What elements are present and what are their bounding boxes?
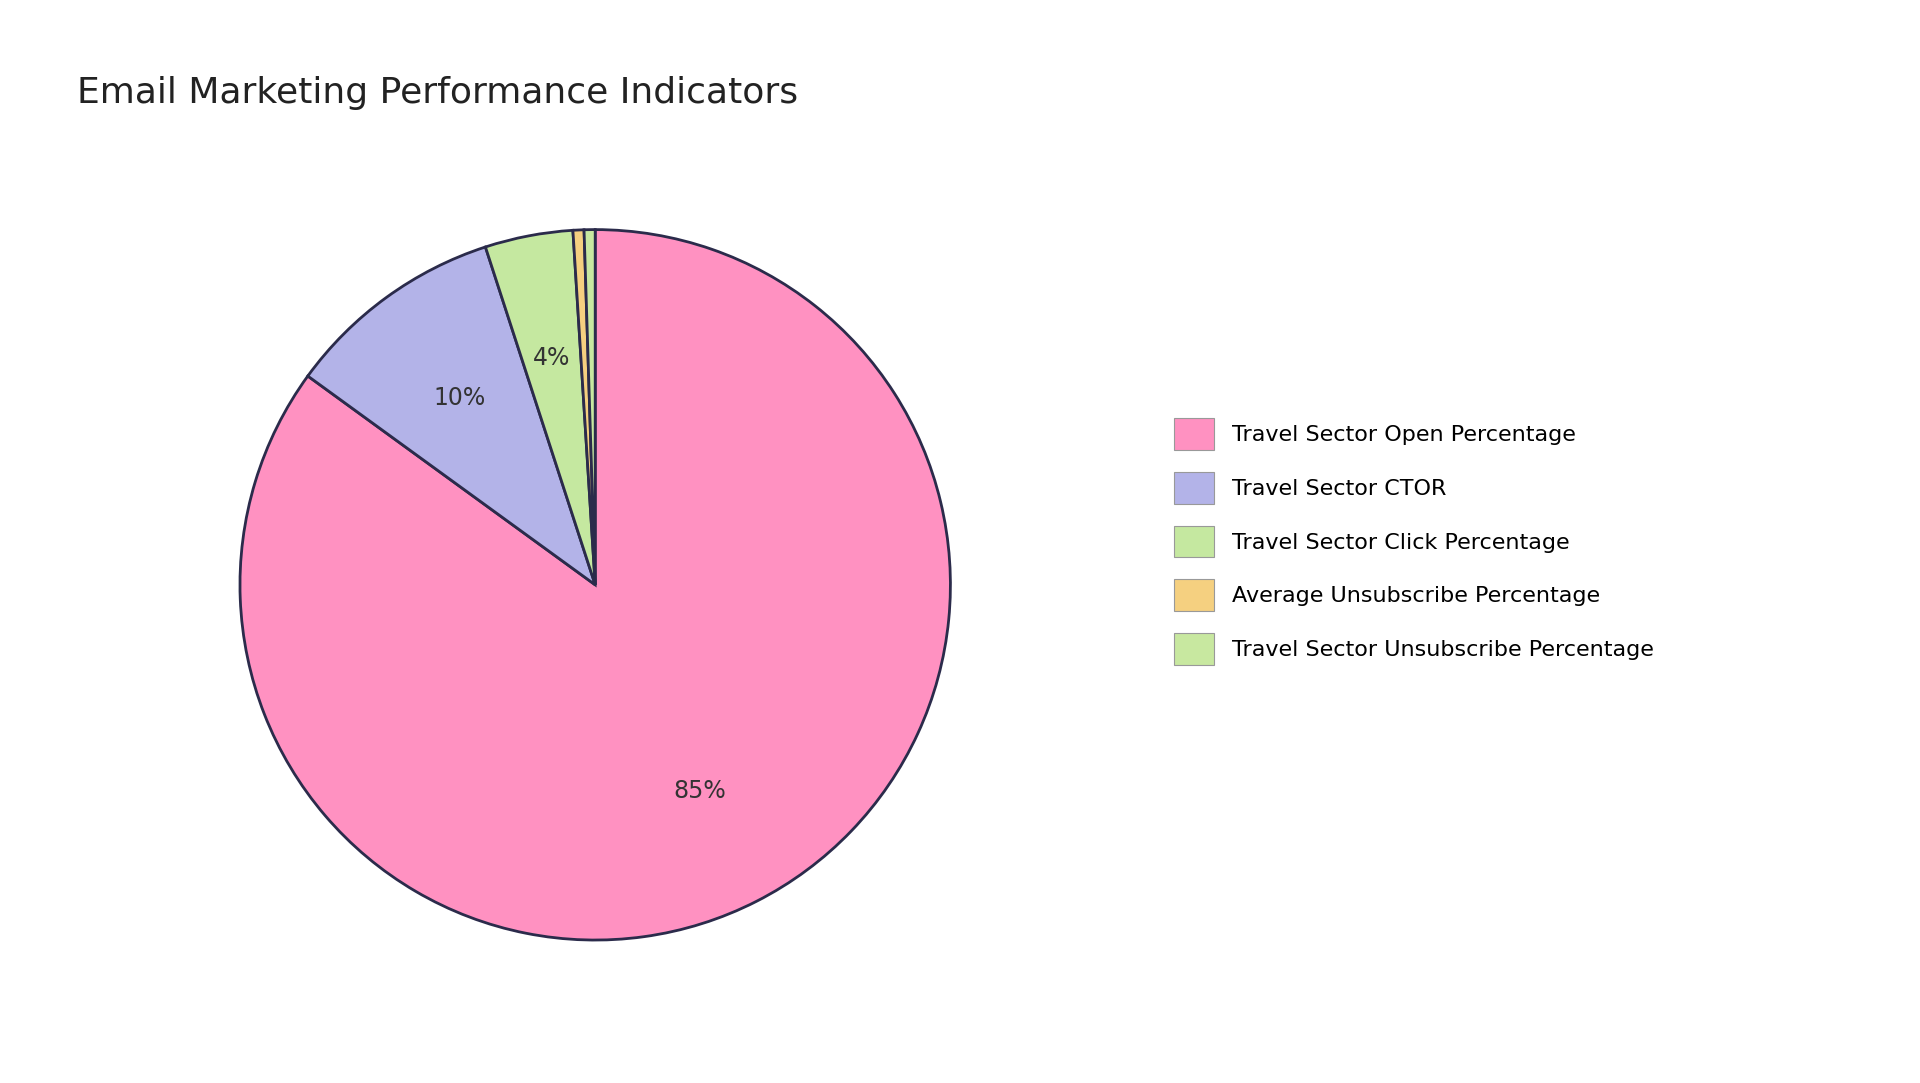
Text: 85%: 85% (674, 779, 726, 803)
Text: 4%: 4% (534, 345, 570, 370)
Wedge shape (584, 230, 595, 585)
Text: Email Marketing Performance Indicators: Email Marketing Performance Indicators (77, 76, 799, 109)
Legend: Travel Sector Open Percentage, Travel Sector CTOR, Travel Sector Click Percentag: Travel Sector Open Percentage, Travel Se… (1165, 409, 1663, 674)
Wedge shape (307, 247, 595, 585)
Text: 10%: 10% (434, 386, 486, 410)
Wedge shape (486, 231, 595, 585)
Wedge shape (240, 230, 950, 940)
Wedge shape (572, 230, 595, 585)
